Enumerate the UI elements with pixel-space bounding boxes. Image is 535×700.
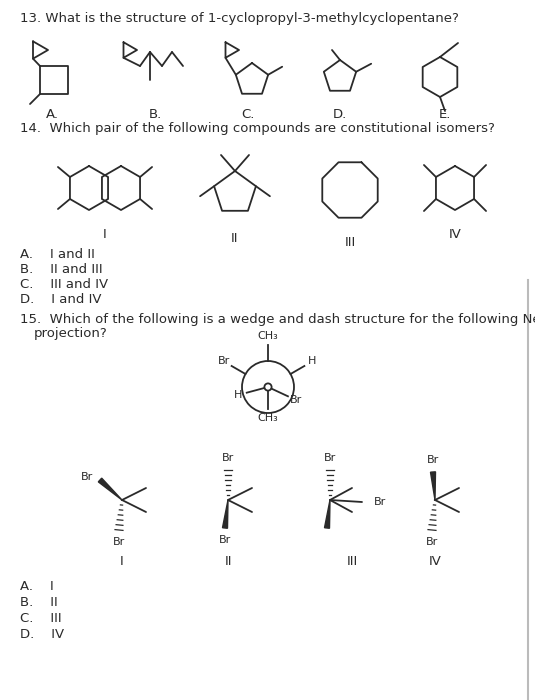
- Text: A.    I: A. I: [20, 580, 54, 593]
- Text: H: H: [308, 356, 316, 367]
- Text: Br: Br: [218, 356, 230, 367]
- Text: CH₃: CH₃: [258, 331, 278, 341]
- Text: D.    I and IV: D. I and IV: [20, 293, 102, 306]
- Text: I: I: [103, 228, 107, 241]
- Text: B.: B.: [148, 108, 162, 121]
- Text: D.    IV: D. IV: [20, 628, 64, 641]
- Text: CH₃: CH₃: [258, 413, 278, 423]
- Text: A.    I and II: A. I and II: [20, 248, 95, 261]
- Text: II: II: [224, 555, 232, 568]
- Text: Br: Br: [222, 453, 234, 463]
- Text: Br: Br: [427, 455, 439, 465]
- Text: B.    II: B. II: [20, 596, 58, 609]
- Text: III: III: [345, 236, 356, 249]
- Polygon shape: [325, 500, 330, 528]
- Text: C.: C.: [241, 108, 255, 121]
- Text: H: H: [234, 390, 242, 400]
- Text: C.    III and IV: C. III and IV: [20, 278, 108, 291]
- Text: II: II: [231, 232, 239, 245]
- Text: 14.  Which pair of the following compounds are constitutional isomers?: 14. Which pair of the following compound…: [20, 122, 495, 135]
- Text: Br: Br: [113, 537, 125, 547]
- Text: 15.  Which of the following is a wedge and dash structure for the following Newm: 15. Which of the following is a wedge an…: [20, 313, 535, 326]
- Text: D.: D.: [333, 108, 347, 121]
- Polygon shape: [223, 500, 228, 528]
- Text: Br: Br: [290, 395, 302, 405]
- Text: Br: Br: [426, 537, 438, 547]
- Text: IV: IV: [448, 228, 461, 241]
- Text: IV: IV: [429, 555, 441, 568]
- Text: Br: Br: [374, 497, 386, 507]
- Text: B.    II and III: B. II and III: [20, 263, 103, 276]
- Polygon shape: [431, 472, 435, 500]
- Text: I: I: [120, 555, 124, 568]
- Text: A.: A.: [45, 108, 58, 121]
- Text: 13. What is the structure of 1-cyclopropyl-3-methylcyclopentane?: 13. What is the structure of 1-cycloprop…: [20, 12, 459, 25]
- Text: projection?: projection?: [34, 327, 108, 340]
- Polygon shape: [98, 478, 122, 500]
- Text: C.    III: C. III: [20, 612, 62, 625]
- Text: III: III: [346, 555, 357, 568]
- Text: Br: Br: [324, 453, 336, 463]
- Text: Br: Br: [81, 472, 93, 482]
- Text: Br: Br: [219, 535, 231, 545]
- Text: E.: E.: [439, 108, 451, 121]
